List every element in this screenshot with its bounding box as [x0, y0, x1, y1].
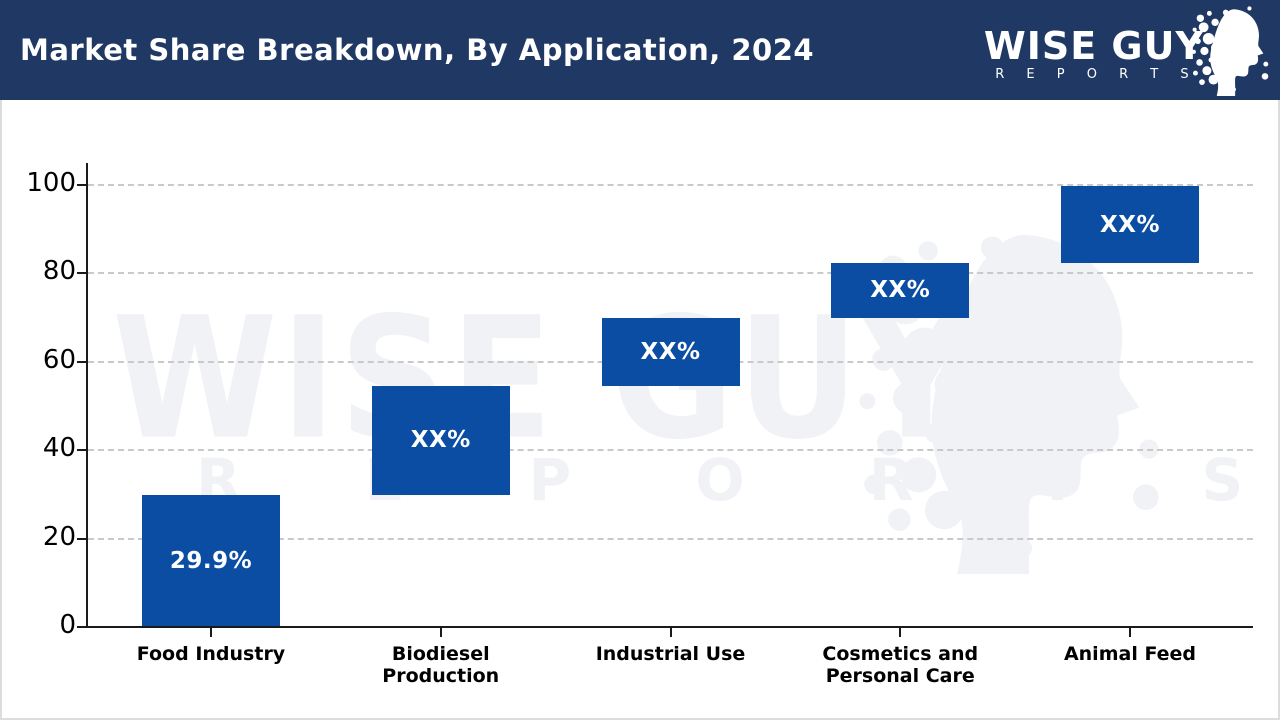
y-tick-label: 80 — [42, 256, 76, 287]
x-axis-line — [86, 626, 1253, 628]
y-tick-label: 20 — [42, 521, 76, 552]
x-category-label: Biodiesel Production — [382, 643, 500, 687]
logo-wordmark: WISE GUY — [983, 24, 1204, 68]
bar-value-label: XX% — [410, 427, 471, 454]
y-gridline — [88, 449, 1253, 452]
x-tick-mark — [210, 628, 212, 637]
bar-segment-4: XX% — [1061, 186, 1199, 263]
y-tick-label: 60 — [42, 344, 76, 375]
header-bar: Market Share Breakdown, By Application, … — [0, 0, 1280, 100]
x-tick-mark — [669, 628, 672, 637]
y-tick-label: 40 — [42, 433, 76, 464]
y-tick-label: 0 — [59, 610, 76, 640]
bar-value-label: XX% — [640, 338, 701, 365]
bar-value-label: 29.9% — [169, 547, 253, 574]
x-category-label: Industrial Use — [595, 643, 746, 665]
x-category-label: Food Industry — [136, 643, 286, 665]
x-tick-mark — [1129, 628, 1131, 637]
x-tick-mark — [899, 628, 902, 637]
y-tick-mark — [77, 537, 88, 540]
y-gridline — [88, 537, 1253, 540]
y-tick-mark — [77, 626, 88, 628]
y-tick-label: 100 — [26, 168, 76, 198]
logo-text: WISE GUY R E P O R T S — [984, 26, 1204, 82]
bar-segment-0: 29.9% — [142, 494, 280, 627]
bar-segment-3: XX% — [831, 262, 970, 318]
x-category-label: Cosmetics and Personal Care — [822, 643, 979, 687]
watermark-wordmark: WISE GUY — [112, 282, 974, 477]
y-gridline — [88, 272, 1253, 275]
page-border — [0, 98, 1280, 720]
y-tick-mark — [77, 272, 88, 275]
bar-value-label: XX% — [1099, 211, 1160, 238]
y-tick-mark — [77, 449, 88, 452]
y-tick-mark — [77, 360, 88, 363]
bar-segment-2: XX% — [601, 317, 740, 386]
bar-segment-1: XX% — [371, 385, 510, 495]
x-category-label: Animal Feed — [1063, 643, 1197, 665]
logo-tagline: R E P O R T S — [995, 67, 1198, 82]
chart-title: Market Share Breakdown, By Application, … — [20, 33, 815, 67]
logo-head-icon — [1188, 6, 1270, 96]
wise-guy-logo: WISE GUY R E P O R T S — [984, 6, 1270, 96]
x-tick-mark — [439, 628, 442, 637]
y-axis-line — [86, 163, 88, 628]
y-tick-mark — [77, 184, 88, 186]
y-gridline — [88, 184, 1253, 186]
bar-value-label: XX% — [870, 277, 931, 304]
